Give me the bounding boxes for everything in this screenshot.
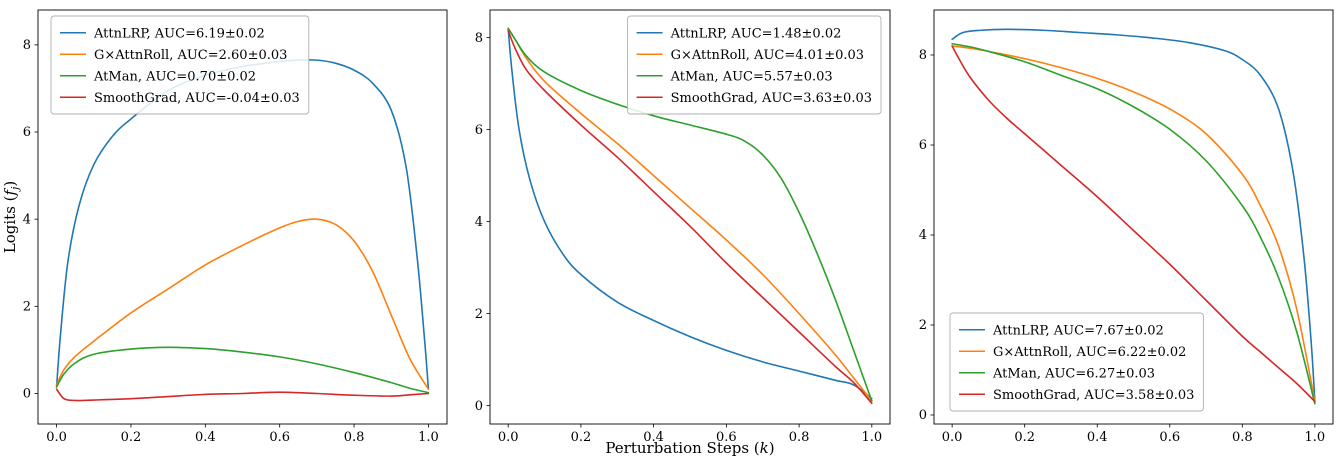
legend: AttnLRP, AUC=1.48±0.02 G×AttnRoll, AUC=4.…	[627, 15, 882, 115]
series-group	[507, 27, 873, 405]
x-tick-label: 0.0	[46, 430, 67, 445]
x-tick-label: 0.8	[789, 430, 810, 445]
series-line-attnlrp	[507, 27, 873, 400]
x-tick-label: 0.8	[344, 430, 365, 445]
series-line-smoothgrad	[507, 29, 873, 405]
y-tick-label: 4	[919, 228, 927, 243]
x-tick-label: 0.2	[1014, 430, 1035, 445]
x-tick-label: 0.6	[269, 430, 290, 445]
y-tick-label: 0	[475, 399, 483, 414]
series-line-g-attnroll	[55, 218, 430, 390]
x-tick-label: 0.6	[716, 430, 737, 445]
series-line-attnlrp	[951, 28, 1316, 403]
plot-border	[489, 9, 891, 425]
y-tick-label: 6	[475, 123, 483, 138]
x-tick-label: 0.0	[498, 430, 519, 445]
legend-label: SmoothGrad, AUC=3.58±0.03	[993, 388, 1194, 403]
series-line-g-attnroll	[507, 27, 873, 402]
legend-label: AttnLRP, AUC=7.67±0.02	[992, 323, 1164, 338]
x-tick-label: 0.2	[571, 430, 592, 445]
plot-border	[933, 9, 1334, 425]
y-tick-label: 2	[23, 300, 31, 315]
y-tick-label: 2	[475, 307, 483, 322]
legend-label: G×AttnRoll, AUC=6.22±0.02	[993, 345, 1186, 360]
legend-label: AttnLRP, AUC=6.19±0.02	[93, 26, 265, 41]
y-tick-label: 6	[919, 138, 927, 153]
panel-2: 0.0 0.2 0.4 0.6 0.8 1.0 0 2 4 6 8 AttnLRP, AUC=7.67…	[919, 9, 1334, 445]
series-line-smoothgrad	[951, 45, 1316, 403]
legend-label: AttnLRP, AUC=1.48±0.02	[670, 26, 842, 41]
y-tick-label: 0	[919, 408, 927, 423]
legend-label: AtMan, AUC=0.70±0.02	[93, 69, 256, 84]
x-tick-label: 1.0	[1305, 430, 1326, 445]
legend-label: SmoothGrad, AUC=3.63±0.03	[671, 91, 872, 106]
y-axis-label: Logits (fj)	[1, 181, 22, 253]
y-tick-label: 8	[23, 38, 31, 53]
legend-label: G×AttnRoll, AUC=2.60±0.03	[94, 48, 287, 63]
series-line-atman	[507, 27, 873, 402]
y-tick-label: 4	[475, 215, 483, 230]
legend: AttnLRP, AUC=6.19±0.02 G×AttnRoll, AUC=2.…	[50, 15, 310, 115]
x-tick-label: 0.6	[1159, 430, 1180, 445]
y-tick-label: 8	[475, 31, 483, 46]
x-axis-label: Perturbation Steps (k)	[605, 439, 774, 457]
x-tick-label: 0.4	[643, 430, 664, 445]
x-tick-label: 0.4	[1087, 430, 1108, 445]
legend-label: SmoothGrad, AUC=-0.04±0.03	[94, 91, 300, 106]
y-tick-label: 6	[23, 125, 31, 140]
x-tick-label: 1.0	[418, 430, 439, 445]
y-tick-label: 0	[23, 387, 31, 402]
legend-box	[949, 312, 1204, 412]
panel-1: 0.0 0.2 0.4 0.6 0.8 1.0 0 2 4 6 8 AttnLRP, AUC=1.48…	[475, 9, 891, 445]
x-tick-label: 0.8	[1232, 430, 1253, 445]
x-tick-label: 0.0	[942, 430, 963, 445]
legend-label: AtMan, AUC=6.27±0.03	[992, 366, 1155, 381]
x-tick-label: 0.2	[121, 430, 142, 445]
legend-box	[627, 15, 882, 115]
legend-label: G×AttnRoll, AUC=4.01±0.03	[671, 48, 864, 63]
legend: AttnLRP, AUC=7.67±0.02 G×AttnRoll, AUC=6.…	[949, 312, 1204, 412]
series-line-atman	[55, 346, 430, 394]
x-tick-label: 1.0	[861, 430, 882, 445]
panel-0: 0.0 0.2 0.4 0.6 0.8 1.0 0 2 4 6 8 AttnLRP, AUC=6.19…	[23, 9, 448, 445]
series-group	[951, 28, 1316, 405]
legend-label: AtMan, AUC=5.57±0.03	[670, 69, 833, 84]
legend-box	[50, 15, 310, 115]
y-tick-label: 4	[23, 212, 31, 227]
y-tick-label: 2	[919, 318, 927, 333]
series-line-atman	[951, 42, 1316, 405]
plot-border	[37, 9, 448, 425]
series-line-smoothgrad	[55, 388, 430, 402]
y-tick-label: 8	[919, 48, 927, 63]
x-tick-label: 0.4	[195, 430, 216, 445]
